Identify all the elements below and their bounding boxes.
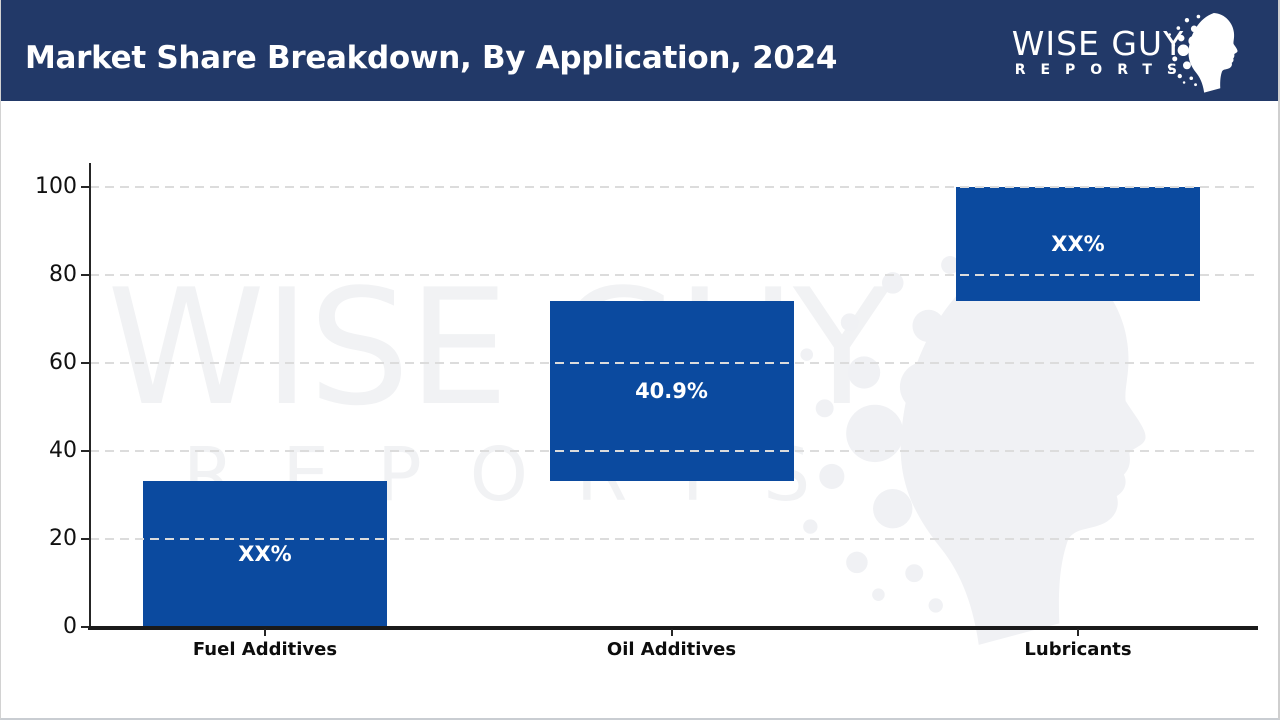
x-category-label-2: Oil Additives — [606, 639, 737, 660]
x-tick-1 — [264, 629, 266, 636]
logo-head-icon — [1168, 12, 1238, 93]
y-tick-80 — [81, 274, 89, 276]
x-tick-2 — [670, 629, 673, 636]
wise-guy-reports-logo: WISE GUY REPORTS — [1012, 6, 1254, 96]
y-tick-label-40: 40 — [49, 438, 77, 463]
y-axis-line — [88, 163, 91, 629]
y-tick-40 — [81, 450, 89, 452]
logo-reports-text: REPORTS — [1014, 62, 1192, 79]
y-tick-60 — [81, 362, 89, 364]
bar-lubricants: XX% — [956, 187, 1200, 301]
gridline-60 — [90, 362, 1256, 364]
y-tick-label-80: 80 — [49, 262, 77, 287]
gridline-40 — [90, 450, 1256, 452]
y-tick-0 — [81, 626, 89, 628]
gridline-20 — [90, 538, 1256, 540]
bar-oil-additives: 40.9% — [549, 300, 794, 481]
y-tick-label-0: 0 — [63, 614, 77, 639]
y-tick-100 — [81, 186, 89, 188]
y-tick-label-100: 100 — [35, 174, 77, 199]
y-tick-label-60: 60 — [49, 350, 77, 375]
gridline-100 — [90, 186, 1256, 188]
bar-value-label: 40.9% — [635, 378, 708, 403]
bar-fuel-additives: XX% — [143, 480, 387, 627]
x-category-label-3: Lubricants — [1024, 639, 1132, 660]
bar-value-label: XX% — [238, 541, 292, 566]
logo-wise-guy-text: WISE GUY — [1011, 23, 1185, 63]
bar-value-label: XX% — [1051, 231, 1105, 256]
x-axis-line — [88, 625, 1258, 630]
x-category-label-1: Fuel Additives — [192, 639, 338, 660]
y-tick-label-20: 20 — [49, 526, 77, 551]
x-tick-3 — [1077, 629, 1079, 636]
y-tick-20 — [81, 538, 89, 540]
gridline-80 — [90, 274, 1256, 276]
header-bar: Market Share Breakdown, By Application, … — [1, 0, 1278, 101]
chart-title: Market Share Breakdown, By Application, … — [25, 39, 838, 76]
